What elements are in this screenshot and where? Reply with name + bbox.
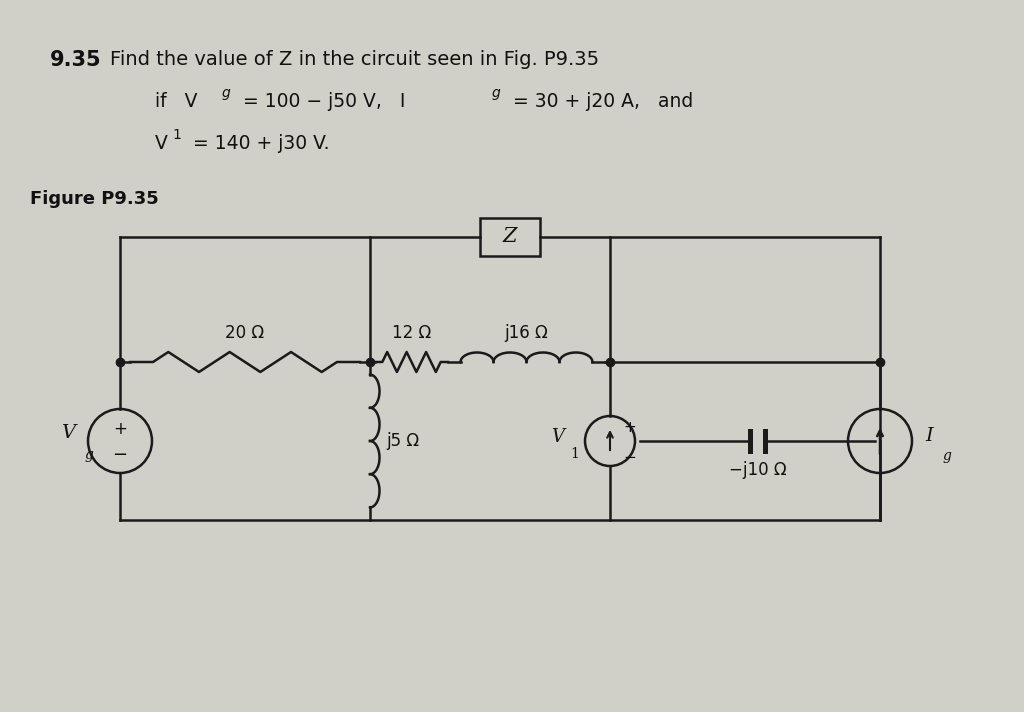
Text: +: +: [623, 419, 636, 434]
Text: −j10 Ω: −j10 Ω: [729, 461, 786, 479]
Text: g: g: [85, 448, 93, 462]
Text: −: −: [623, 449, 636, 464]
Text: g: g: [492, 86, 501, 100]
Text: V: V: [61, 424, 75, 442]
Text: j5 Ω: j5 Ω: [386, 432, 419, 450]
Text: if   V: if V: [155, 92, 198, 111]
FancyBboxPatch shape: [480, 218, 540, 256]
Text: Figure P9.35: Figure P9.35: [30, 190, 159, 208]
Text: j16 Ω: j16 Ω: [505, 324, 549, 342]
Text: +: +: [113, 420, 127, 438]
Text: 1: 1: [172, 128, 181, 142]
Text: 1: 1: [570, 447, 580, 461]
Text: = 140 + j30 V.: = 140 + j30 V.: [187, 134, 330, 153]
Text: = 100 − j50 V,   I: = 100 − j50 V, I: [237, 92, 406, 111]
Text: Find the value of Z in the circuit seen in Fig. P9.35: Find the value of Z in the circuit seen …: [110, 50, 599, 69]
Text: 20 Ω: 20 Ω: [225, 324, 264, 342]
Text: 9.35: 9.35: [50, 50, 101, 70]
Text: I: I: [925, 427, 933, 445]
Text: Z: Z: [503, 228, 517, 246]
Text: 12 Ω: 12 Ω: [392, 324, 431, 342]
Text: g: g: [222, 86, 230, 100]
Text: −: −: [113, 446, 128, 464]
Text: V: V: [155, 134, 168, 153]
Text: V: V: [552, 428, 564, 446]
Text: = 30 + j20 A,   and: = 30 + j20 A, and: [507, 92, 693, 111]
Text: g: g: [943, 449, 952, 463]
